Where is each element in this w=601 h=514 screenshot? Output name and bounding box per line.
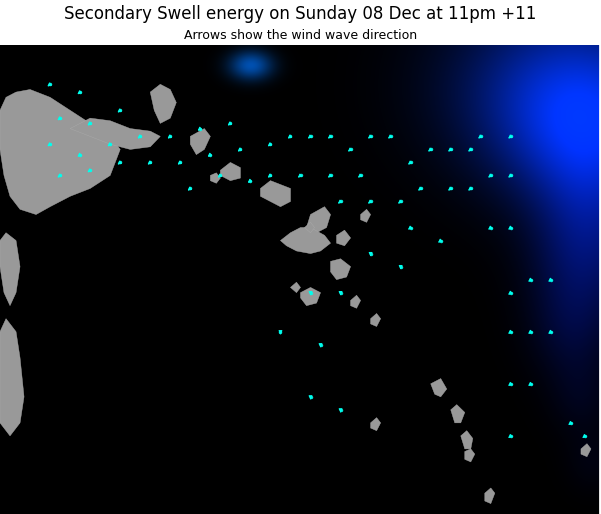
Polygon shape: [260, 180, 290, 207]
Polygon shape: [371, 418, 380, 431]
Polygon shape: [0, 319, 24, 436]
Polygon shape: [300, 287, 320, 306]
Polygon shape: [70, 118, 160, 150]
Polygon shape: [431, 379, 447, 397]
Polygon shape: [350, 295, 361, 308]
Polygon shape: [281, 228, 331, 253]
Text: Secondary Swell energy on Sunday 08 Dec at 11pm +11: Secondary Swell energy on Sunday 08 Dec …: [64, 5, 537, 23]
Polygon shape: [465, 449, 475, 462]
Polygon shape: [290, 282, 300, 292]
Polygon shape: [0, 233, 20, 306]
Polygon shape: [461, 431, 473, 449]
Polygon shape: [485, 488, 495, 504]
Polygon shape: [371, 314, 380, 326]
Text: Arrows show the wind wave direction: Arrows show the wind wave direction: [184, 29, 417, 42]
Polygon shape: [337, 230, 350, 246]
Polygon shape: [0, 89, 120, 214]
Polygon shape: [150, 84, 176, 123]
Polygon shape: [451, 405, 465, 423]
Polygon shape: [331, 259, 350, 280]
Polygon shape: [307, 207, 331, 233]
Polygon shape: [361, 209, 371, 223]
Polygon shape: [191, 128, 210, 155]
Polygon shape: [581, 444, 591, 457]
Polygon shape: [221, 162, 240, 180]
Polygon shape: [210, 173, 221, 183]
Polygon shape: [305, 223, 314, 233]
